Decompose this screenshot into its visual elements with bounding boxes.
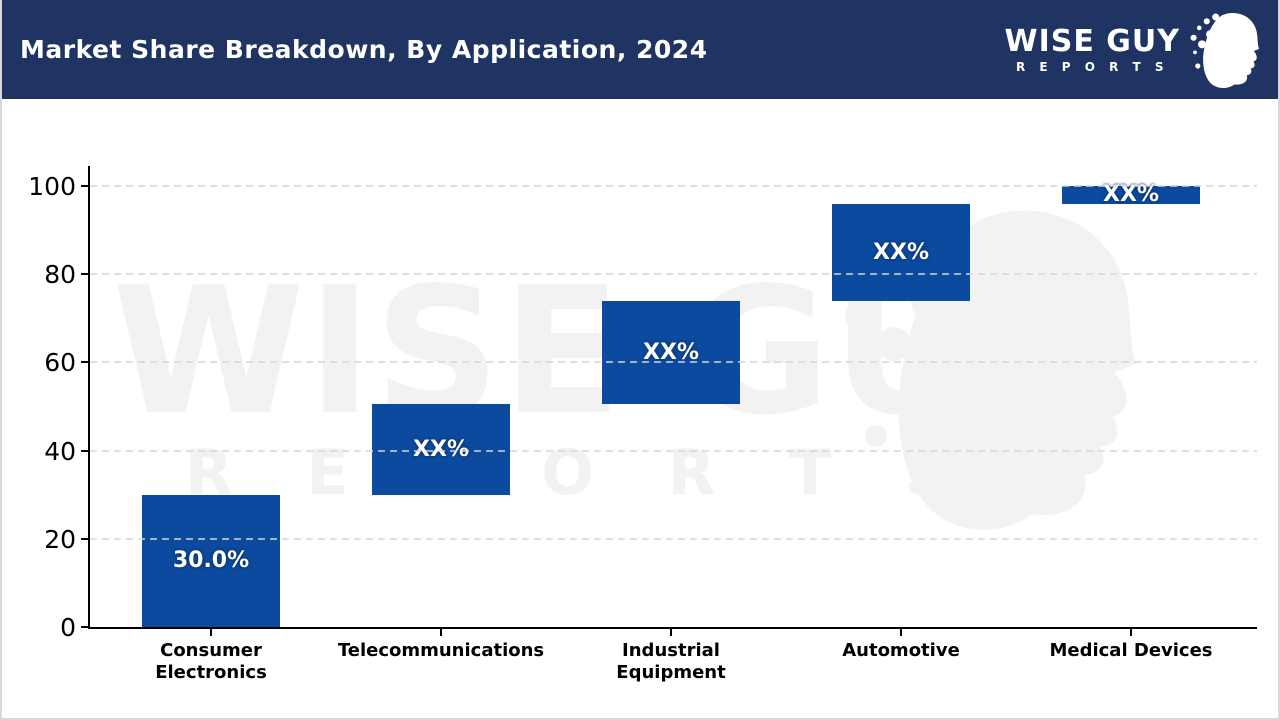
x-axis-tick-telecommunications — [440, 629, 442, 636]
y-axis-tick-60 — [81, 361, 88, 364]
logo-face-icon — [1186, 10, 1268, 90]
y-axis-tick-label-40: 40 — [44, 436, 76, 466]
bar-value-label-industrial-equipment: XX% — [643, 339, 699, 365]
gridline-y-40 — [90, 449, 1257, 452]
gridline-y-20 — [90, 537, 1257, 540]
bar-automotive: XX% — [832, 203, 970, 301]
bar-medical-devices: XX% — [1062, 182, 1200, 207]
gridline-y-80 — [90, 273, 1257, 276]
bar-industrial-equipment: XX% — [602, 300, 740, 405]
y-axis-tick-80 — [81, 273, 88, 276]
x-axis-tick-label-telecommunications: Telecommunications — [337, 640, 545, 661]
x-axis-tick-label-industrial-equipment: Industrial Equipment — [616, 640, 726, 683]
logo-tagline: R E P O R T S — [1015, 60, 1169, 74]
y-axis-tick-label-80: 80 — [44, 260, 76, 290]
watermark-text-line2: R E P O R T S — [185, 436, 976, 509]
header-bar: Market Share Breakdown, By Application, … — [0, 0, 1280, 99]
bar-value-label-telecommunications: XX% — [413, 437, 469, 462]
y-axis-tick-label-100: 100 — [28, 172, 76, 201]
x-axis-spine — [88, 627, 1257, 629]
wiseguy-logo: WISE GUY R E P O R T S — [1004, 8, 1268, 92]
y-axis-tick-100 — [81, 185, 88, 187]
x-axis-tick-industrial-equipment — [670, 629, 672, 636]
x-axis-tick-consumer-electronics — [210, 629, 212, 636]
y-axis-tick-0 — [81, 626, 88, 628]
y-axis-tick-label-60: 60 — [44, 348, 76, 378]
y-axis-tick-label-0: 0 — [60, 613, 76, 642]
x-axis-tick-label-automotive: Automotive — [842, 640, 960, 661]
bar-value-label-consumer-electronics: 30.0% — [172, 548, 250, 574]
gridline-y-100 — [90, 185, 1257, 187]
page-title: Market Share Breakdown, By Application, … — [20, 35, 708, 64]
bar-value-label-automotive: XX% — [873, 239, 929, 265]
bar-consumer-electronics: 30.0% — [142, 494, 280, 627]
bar-telecommunications: XX% — [372, 404, 510, 495]
x-axis-tick-label-medical-devices: Medical Devices — [1049, 640, 1213, 661]
y-axis-tick-label-20: 20 — [44, 524, 76, 554]
plot-area: 30.0% XX% XX% XX% XX% — [90, 182, 1257, 627]
x-axis-tick-automotive — [900, 629, 902, 636]
logo-text: WISE GUY R E P O R T S — [1004, 24, 1180, 74]
x-axis-tick-label-consumer-electronics: Consumer Electronics — [155, 640, 267, 683]
x-axis-tick-medical-devices — [1130, 629, 1132, 636]
y-axis-tick-20 — [81, 537, 88, 540]
gridline-y-60 — [90, 361, 1257, 364]
logo-name: WISE GUY — [1004, 24, 1180, 59]
y-axis-tick-40 — [81, 449, 88, 452]
y-axis-spine — [88, 166, 90, 629]
